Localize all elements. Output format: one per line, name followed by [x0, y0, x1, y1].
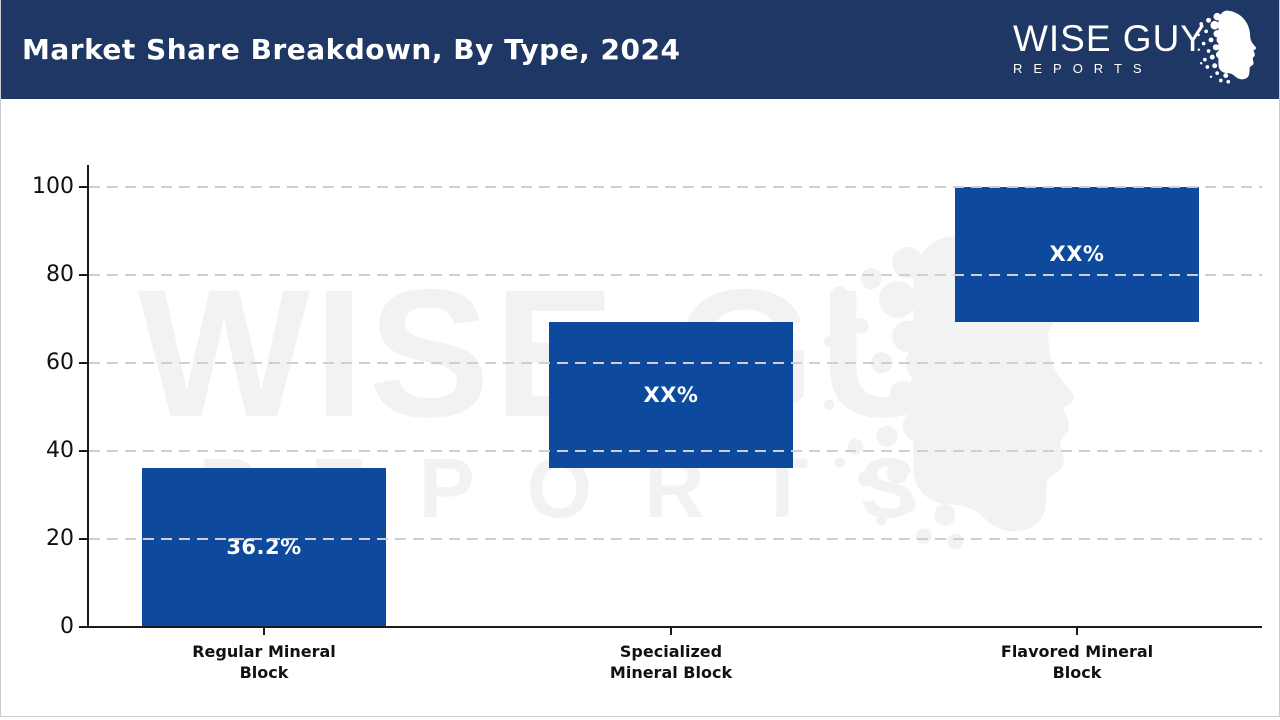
x-axis-label-flavored-mineral-block: Flavored Mineral Block — [1000, 642, 1154, 682]
bar-value-label: XX% — [1049, 242, 1105, 267]
y-axis-tick-0 — [79, 626, 87, 628]
gridline-80 — [89, 274, 1262, 276]
logo-subtitle: REPORTS — [1012, 61, 1153, 76]
bar-value-label: XX% — [643, 382, 699, 407]
y-axis-tick-label: 80 — [46, 262, 74, 287]
wiseguy-face-icon — [1197, 10, 1257, 84]
gridline-60 — [89, 362, 1262, 364]
wiseguy-logo: WISE GUY REPORTS — [1006, 4, 1268, 96]
y-axis-tick-label: 100 — [32, 174, 74, 199]
x-axis-tick-regular-mineral-block — [263, 628, 265, 635]
y-axis-line — [87, 165, 89, 628]
y-axis-tick-label: 40 — [46, 438, 74, 463]
y-axis-tick-60 — [79, 362, 87, 364]
logo-wordmark: WISE GUY — [1012, 18, 1206, 59]
x-axis-label-specialized-mineral-block: Specialized Mineral Block — [609, 642, 733, 682]
y-axis-tick-80 — [79, 274, 87, 276]
gridline-40 — [89, 450, 1262, 452]
bar-specialized-mineral-block: XX% — [549, 321, 793, 468]
y-axis-tick-100 — [79, 186, 87, 188]
header: Market Share Breakdown, By Type, 2024 WI… — [0, 0, 1280, 99]
y-axis-tick-label: 20 — [46, 526, 74, 551]
bar-regular-mineral-block: 36.2% — [142, 467, 386, 627]
bar-flavored-mineral-block: XX% — [955, 187, 1199, 322]
y-axis-tick-40 — [79, 450, 87, 452]
wiseguy-logo-text: WISE GUY REPORTS — [1012, 18, 1206, 77]
chart-title: Market Share Breakdown, By Type, 2024 — [22, 33, 681, 66]
x-axis-line — [87, 626, 1262, 628]
x-axis-tick-flavored-mineral-block — [1076, 628, 1078, 635]
gridline-100 — [89, 186, 1262, 188]
x-axis-label-regular-mineral-block: Regular Mineral Block — [192, 642, 336, 682]
y-axis-tick-label: 0 — [60, 614, 74, 639]
x-axis-tick-specialized-mineral-block — [670, 628, 672, 635]
y-axis-tick-20 — [79, 538, 87, 540]
gridline-20 — [89, 538, 1262, 540]
y-axis-tick-label: 60 — [46, 350, 74, 375]
